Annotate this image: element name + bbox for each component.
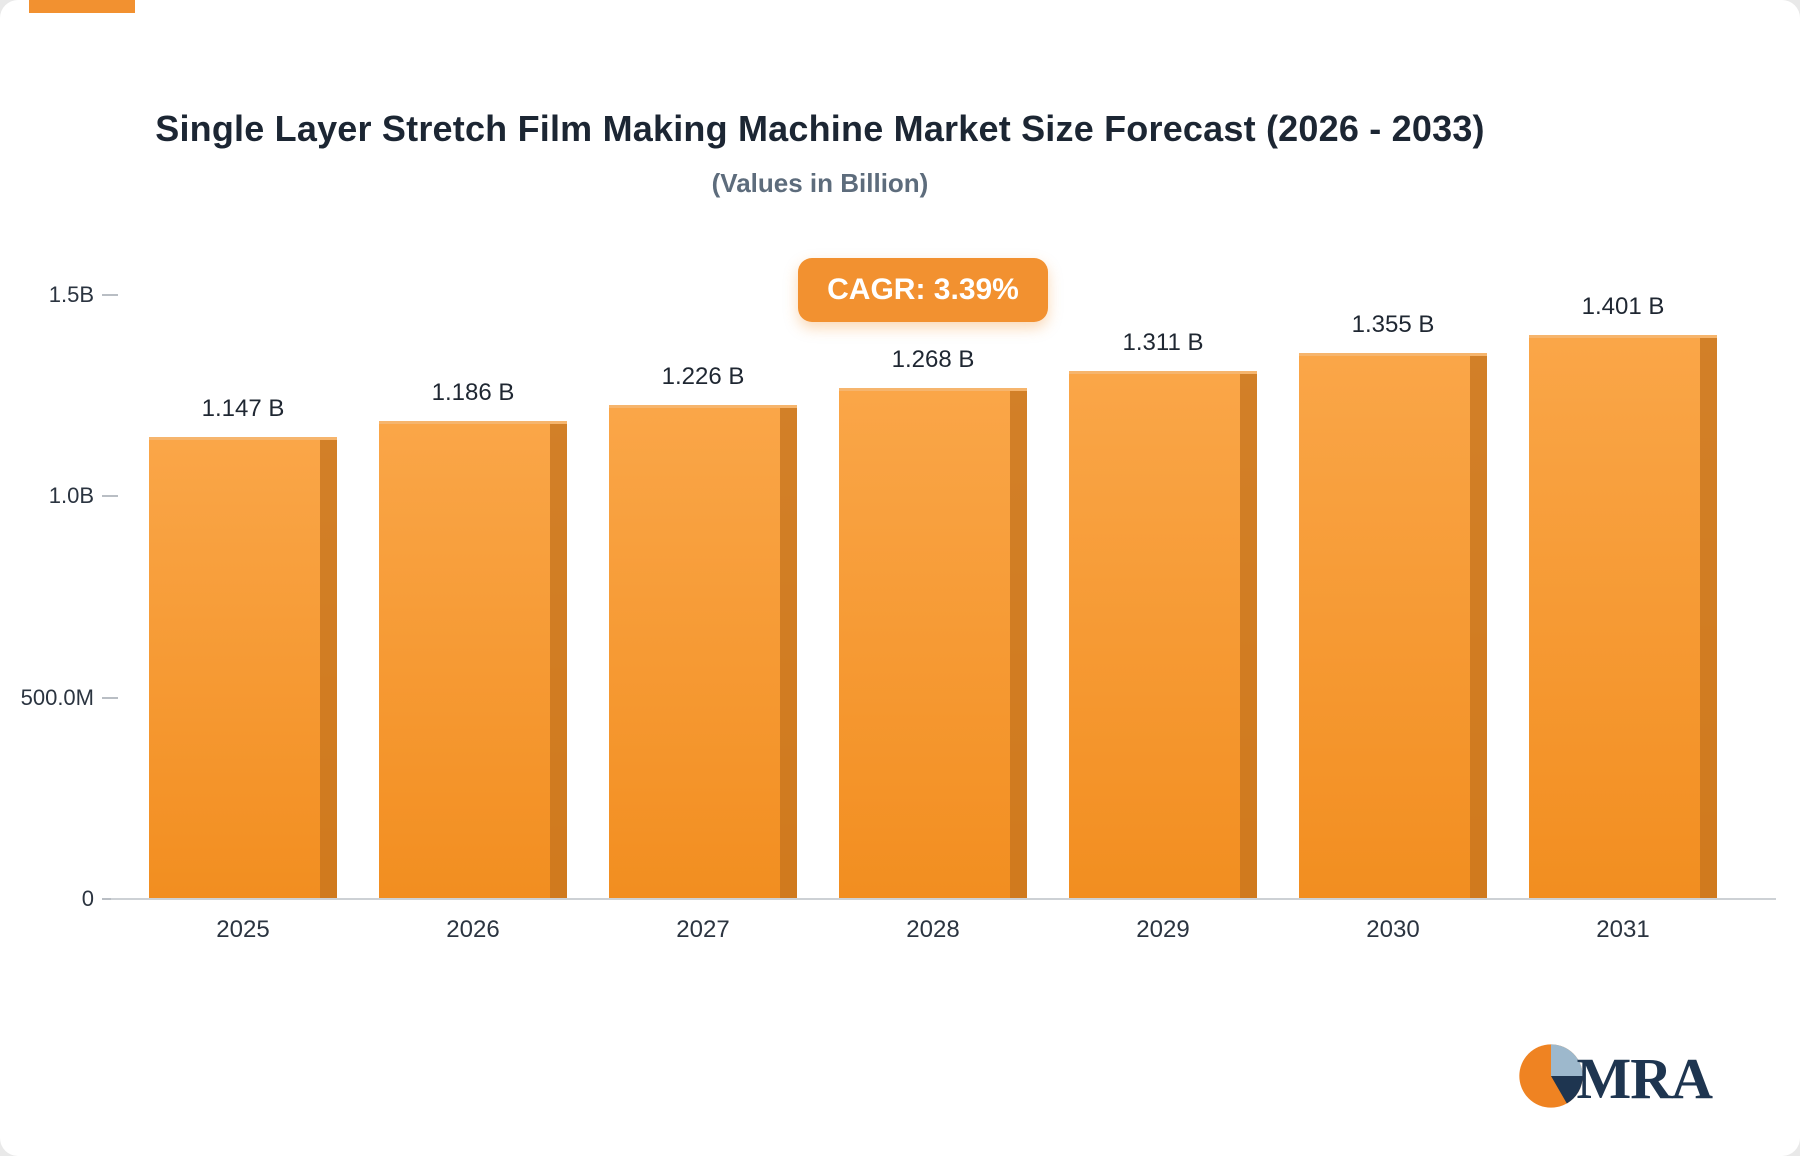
chart-subtitle: (Values in Billion)	[711, 168, 929, 198]
bar-value-label: 1.186 B	[431, 379, 515, 406]
y-tick-label: 500.0M	[20, 684, 94, 710]
x-axis-line	[111, 898, 1776, 900]
bar-group: 1.147 B	[128, 295, 358, 899]
bar-value-label: 1.355 B	[1351, 311, 1435, 338]
x-axis-labels: 2025 2026 2027 2028 2029 2030 2031	[128, 916, 1738, 944]
bar-group: 1.186 B	[358, 295, 588, 899]
bar-side-shade	[780, 408, 797, 899]
bar	[839, 388, 1027, 899]
y-tick-mark	[102, 495, 118, 498]
bar-group: 1.268 B	[818, 295, 1048, 899]
bar	[379, 421, 567, 899]
bar-group: 1.355 B	[1278, 295, 1508, 899]
bar-group: 1.311 B	[1048, 295, 1278, 899]
x-axis-label: 2030	[1366, 916, 1420, 943]
bar-value-label: 1.226 B	[661, 363, 745, 390]
y-tick-label: 1.5B	[48, 282, 94, 307]
bar-side-shade	[1470, 356, 1487, 899]
x-axis-label: 2031	[1596, 916, 1650, 943]
bar	[1529, 335, 1717, 899]
pie-chart-logo-icon	[1518, 1043, 1584, 1114]
y-tick-label: 1.0B	[48, 483, 94, 509]
bar-group: 1.226 B	[588, 295, 818, 899]
y-tick-mark	[102, 294, 118, 296]
logo: MRA	[1518, 1043, 1713, 1114]
y-tick-mark	[102, 898, 118, 900]
bar-value-label: 1.147 B	[201, 395, 285, 422]
bar-side-shade	[550, 424, 567, 899]
y-axis: 1.5B 1.0B 500.0M 0	[0, 282, 122, 911]
x-axis-label: 2028	[906, 916, 960, 943]
bar	[609, 405, 797, 899]
x-axis-label: 2026	[446, 916, 500, 943]
bar-side-shade	[1240, 374, 1257, 899]
y-tick-label: 0	[81, 886, 94, 911]
bar-side-shade	[1010, 391, 1027, 899]
x-axis-label: 2029	[1136, 916, 1190, 943]
bar	[149, 437, 337, 899]
bar	[1069, 371, 1257, 899]
y-tick-mark	[102, 696, 118, 699]
logo-text: MRA	[1576, 1046, 1713, 1111]
bar	[1299, 353, 1487, 899]
bar-value-label: 1.311 B	[1122, 329, 1204, 356]
x-axis-label: 2025	[216, 916, 270, 943]
x-axis-label: 2027	[676, 916, 730, 943]
bar-value-label: 1.268 B	[891, 346, 975, 373]
bar-side-shade	[1700, 338, 1717, 899]
bar-value-label: 1.401 B	[1581, 293, 1665, 320]
cagr-badge: CAGR: 3.39%	[798, 258, 1048, 322]
top-accent-strip	[29, 0, 135, 13]
plot-area: 1.147 B 1.186 B 1.226 B 1.268 B 1.311 B 1.355…	[128, 293, 1738, 899]
bar-group: 1.401 B	[1508, 293, 1738, 899]
chart-title: Single Layer Stretch Film Making Machine…	[155, 108, 1485, 149]
bar-side-shade	[320, 440, 337, 899]
